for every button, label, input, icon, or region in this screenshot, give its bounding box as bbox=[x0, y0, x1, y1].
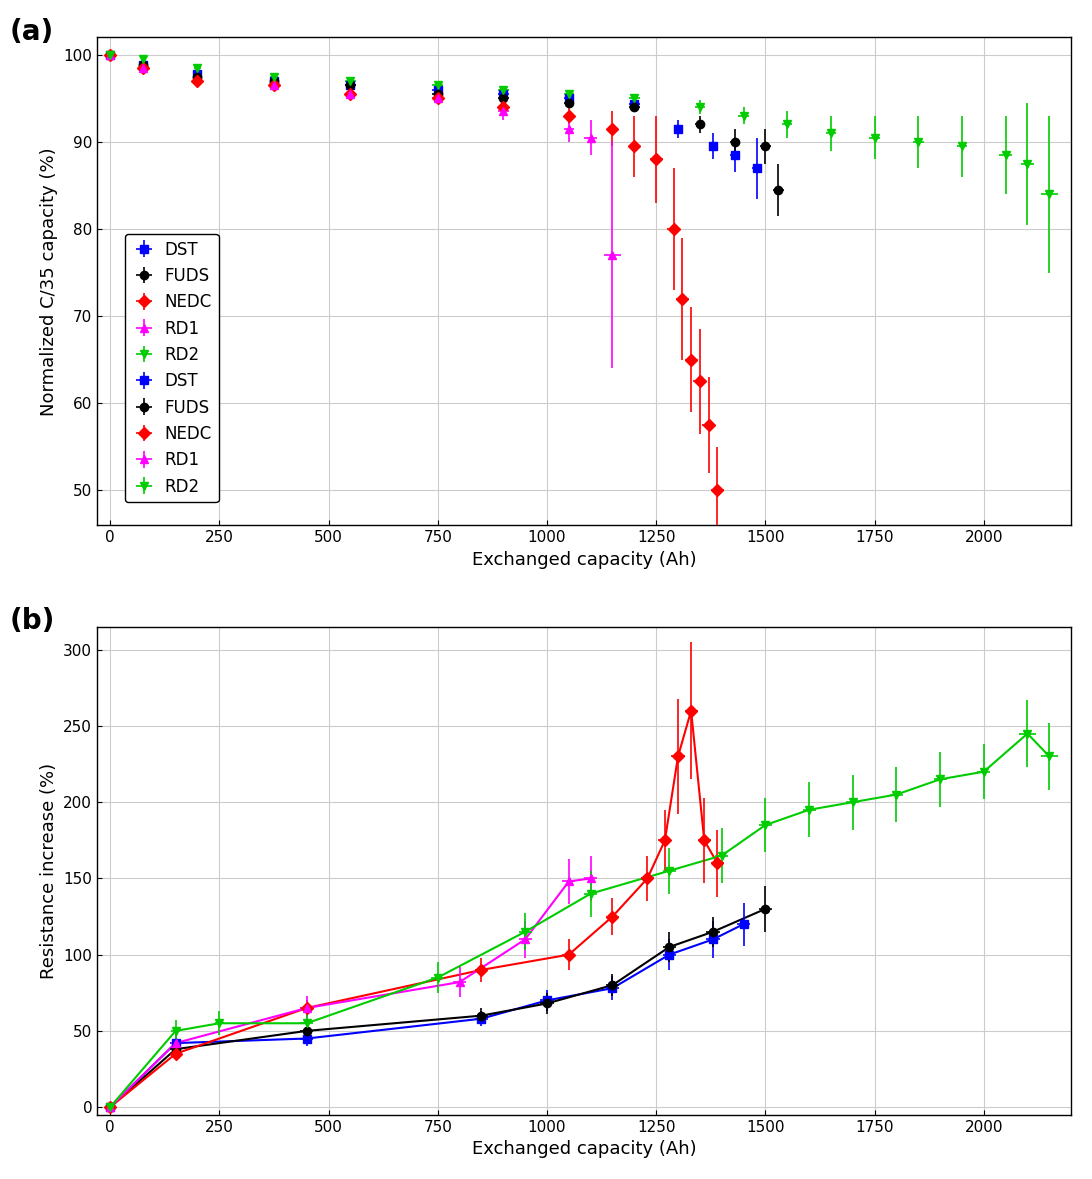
Text: (a): (a) bbox=[10, 18, 54, 46]
Legend: DST, FUDS, NEDC, RD1, RD2, DST, FUDS, NEDC, RD1, RD2: DST, FUDS, NEDC, RD1, RD2, DST, FUDS, NE… bbox=[124, 233, 218, 502]
Text: (b): (b) bbox=[10, 607, 55, 635]
X-axis label: Exchanged capacity (Ah): Exchanged capacity (Ah) bbox=[472, 1140, 697, 1158]
Y-axis label: Resistance increase (%): Resistance increase (%) bbox=[39, 763, 58, 979]
X-axis label: Exchanged capacity (Ah): Exchanged capacity (Ah) bbox=[472, 551, 697, 568]
Y-axis label: Normalized C/35 capacity (%): Normalized C/35 capacity (%) bbox=[39, 147, 58, 416]
